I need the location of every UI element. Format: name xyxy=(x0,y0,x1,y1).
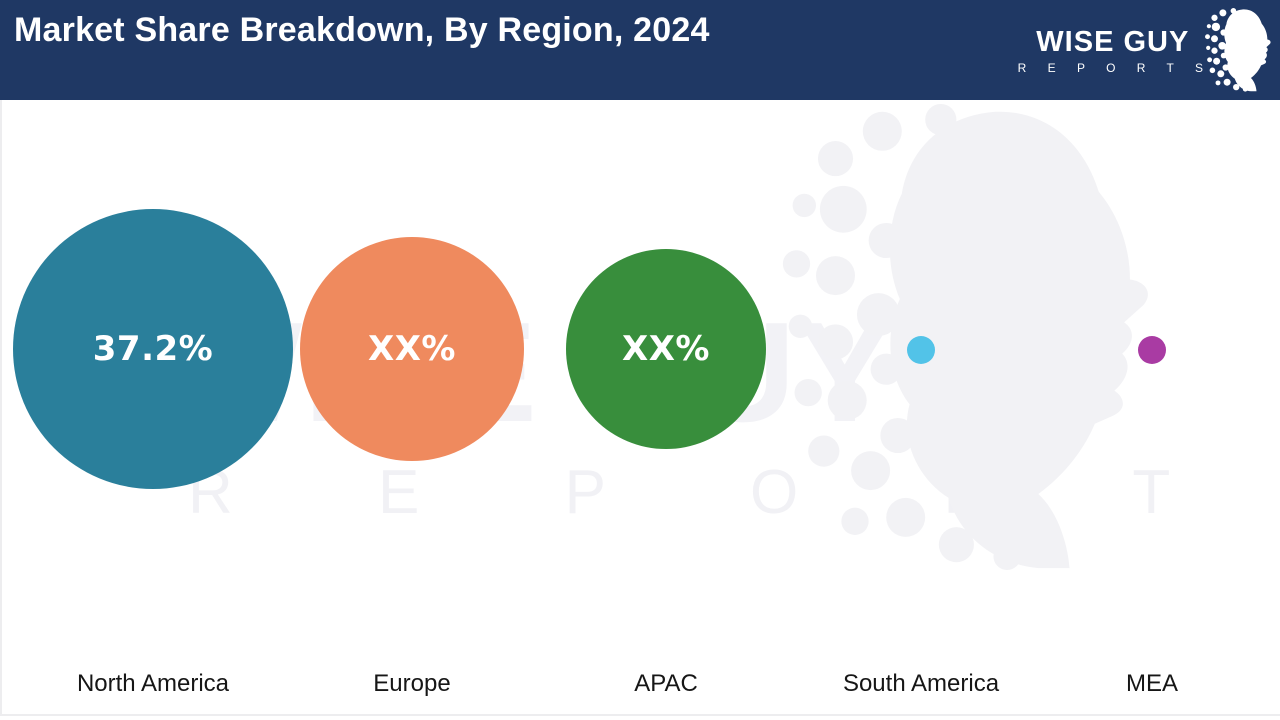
bubble-apac: XX% xyxy=(566,249,766,449)
bubble-north-america: 37.2% xyxy=(13,209,293,489)
header-bar: Market Share Breakdown, By Region, 2024 … xyxy=(0,0,1280,100)
bubble-value-label: XX% xyxy=(368,329,456,369)
wiseguy-head-icon xyxy=(1205,8,1271,92)
brand-text: WISE GUY R E P O R T S xyxy=(1014,26,1212,75)
category-label-north-america: North America xyxy=(76,670,230,697)
category-label-apac: APAC xyxy=(634,670,698,697)
bubble-value-label: XX% xyxy=(622,329,710,369)
brand-logo: WISE GUY R E P O R T S xyxy=(1014,0,1274,100)
category-label-europe: Europe xyxy=(373,670,451,697)
category-label-mea: MEA xyxy=(1125,670,1178,697)
brand-name: WISE GUY xyxy=(1036,26,1190,59)
bubble-europe: XX% xyxy=(300,237,524,461)
bubble-value-label: 37.2% xyxy=(92,329,214,369)
category-label-south-america: South America xyxy=(842,670,1000,697)
page-title: Market Share Breakdown, By Region, 2024 xyxy=(14,11,710,49)
brand-subtitle: R E P O R T S xyxy=(1017,60,1212,75)
